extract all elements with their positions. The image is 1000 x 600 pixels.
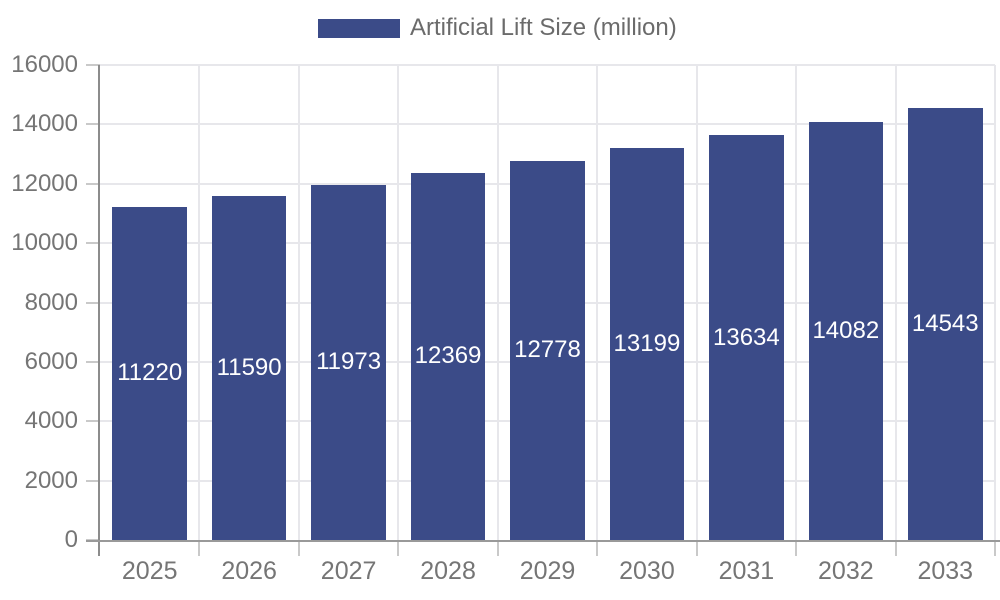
bar-2029: 12778 [510,160,585,540]
bar-value-label: 14082 [812,316,880,344]
x-tick-mark [894,540,897,556]
x-tick-mark [596,540,599,556]
bar-value-label: 12369 [414,342,482,370]
x-gridline [496,65,499,540]
y-gridline [100,64,995,66]
x-axis-tick-label: 2032 [818,557,874,585]
x-tick-mark [795,540,798,556]
legend-swatch-icon [318,18,400,38]
y-axis-tick-label: 4000 [24,407,78,435]
bar-value-label: 11590 [216,353,282,381]
x-axis-tick-label: 2028 [420,557,476,585]
y-tick-mark [86,182,100,185]
x-tick-mark [994,540,996,556]
x-gridline [795,65,798,540]
bar-value-label: 14543 [911,310,979,338]
x-gridline [994,65,996,540]
y-tick-mark [86,420,100,423]
y-axis-tick-label: 16000 [11,51,78,78]
y-axis-tick-label: 12000 [11,169,78,197]
x-gridline [695,65,698,540]
x-axis-tick-label: 2033 [917,557,974,585]
x-axis-line [86,540,1000,542]
bar-2032: 14082 [808,121,884,540]
bar-value-label: 11973 [316,348,382,376]
x-axis-tick-label: 2029 [519,557,576,585]
x-tick-mark [397,540,400,556]
y-axis-tick-label: 8000 [24,288,78,316]
x-gridline [894,65,897,540]
x-tick-mark [297,540,300,556]
x-axis-tick-label: 2030 [619,557,675,585]
bar-2028: 12369 [410,172,486,540]
bar-2030: 13199 [609,148,685,540]
y-gridline [100,123,995,126]
y-tick-mark [86,479,100,482]
y-axis-tick-label: 6000 [24,347,78,375]
y-axis-tick-label: 2000 [24,466,78,494]
y-axis-tick-label: 0 [64,526,78,553]
x-axis-tick-label: 2027 [320,557,377,585]
bar-2031: 13634 [709,135,784,540]
y-tick-mark [86,64,100,66]
y-axis-line [98,65,100,556]
bar-2027: 11973 [311,184,386,540]
bar-2033: 14543 [907,108,983,540]
x-gridline [397,65,400,540]
x-gridline [297,65,300,540]
x-tick-mark [198,540,201,556]
bar-2026: 11590 [211,195,287,540]
x-axis-tick-label: 2025 [121,557,178,585]
x-tick-mark [496,540,499,556]
bar-value-label: 13634 [713,323,780,351]
y-tick-mark [86,242,100,245]
x-gridline [596,65,599,540]
y-axis-tick-label: 10000 [11,229,78,257]
y-tick-mark [86,360,100,363]
legend-label: Artificial Lift Size (million) [410,14,677,41]
bar-value-label: 12778 [514,336,581,364]
bar-value-label: 11220 [117,359,183,387]
legend[interactable]: Artificial Lift Size (million) [318,14,677,42]
bar-value-label: 13199 [613,330,681,358]
x-axis-tick-label: 2026 [221,557,277,585]
y-tick-mark [86,301,100,304]
x-tick-mark [695,540,698,556]
x-gridline [198,65,201,540]
y-axis-tick-label: 14000 [11,110,78,138]
bar-2025: 11220 [112,206,187,540]
x-axis-tick-label: 2031 [718,557,775,585]
y-tick-mark [86,123,100,126]
